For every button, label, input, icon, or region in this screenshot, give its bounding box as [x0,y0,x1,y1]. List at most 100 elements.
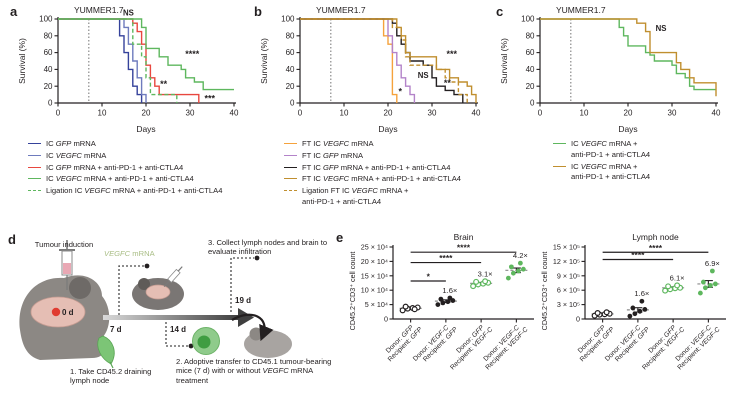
legend-label: IC VEGFC mRNA [46,150,107,160]
legend-line-swatch [284,166,297,168]
legend-label: IC GFP mRNA + anti-PD-1 + anti-CTLA4 [46,162,184,172]
svg-text:Days: Days [378,124,397,134]
experiment-diagram: Tumour induction VEGFC mRNA 0 d 7 d 14 d… [6,238,336,415]
svg-text:CD45.2⁺CD3⁺ cell count: CD45.2⁺CD3⁺ cell count [540,252,549,331]
legend-line-swatch [284,143,297,144]
legend-line-swatch [284,190,297,192]
svg-text:Days: Days [618,124,637,134]
svg-text:40: 40 [526,65,535,74]
svg-text:YUMMER1.7: YUMMER1.7 [556,5,606,15]
svg-text:CD45.2⁺CD3⁺ cell count: CD45.2⁺CD3⁺ cell count [348,252,357,331]
legend-line-swatch [28,166,41,168]
legend-panel-b: FT IC VEGFC mRNA FT IC GFP mRNA FT IC GFP … [284,139,514,209]
svg-text:40: 40 [230,109,239,118]
legend-line-swatch [553,143,566,144]
svg-text:****: **** [439,253,453,263]
timeline-arrow [103,308,254,327]
step-3-label: 3. Collect lymph nodes and brain to eval… [208,238,328,257]
legend-line-swatch [553,165,566,167]
svg-text:NS: NS [418,71,429,80]
legend-item: FT IC GFP mRNA [284,151,514,162]
legend-item: Ligation FT IC VEGFC mRNA + anti-PD-1 + a… [284,186,514,208]
small-syringe-icon [163,266,183,287]
legend-panel-c: IC VEGFC mRNA + anti-PD-1 + anti-CTLA4 IC … [553,139,723,184]
svg-text:6.9×: 6.9× [705,259,720,268]
day-14-label: 14 d [170,325,187,334]
day-7-label: 7 d [110,325,122,334]
svg-text:Lymph node: Lymph node [632,232,679,242]
svg-text:10: 10 [98,109,107,118]
svg-text:80: 80 [44,31,53,40]
svg-text:0: 0 [576,315,580,324]
legend-label: IC VEGFC mRNA + anti-PD-1 + anti-CTLA4 [46,174,194,184]
svg-text:100: 100 [39,15,53,24]
panel-b-letter: b [254,4,262,19]
connector-dot-19d [254,255,260,261]
legend-item: IC GFP mRNA [28,139,488,150]
legend-item: FT IC VEGFC mRNA + anti-PD-1 + anti-CTLA… [284,174,514,185]
svg-text:1.6×: 1.6× [634,289,649,298]
panel-a-letter: a [10,4,18,19]
syringe-icon [59,240,75,290]
svg-text:***: *** [447,49,458,59]
svg-text:20: 20 [384,109,393,118]
svg-text:5 × 10⁴: 5 × 10⁴ [365,300,388,309]
svg-text:40: 40 [712,109,721,118]
legend-label: Ligation IC VEGFC mRNA + anti-PD-1 + ant… [46,186,223,196]
svg-text:9 × 10⁵: 9 × 10⁵ [557,271,580,280]
svg-text:40: 40 [286,65,295,74]
legend-panel-a: IC GFP mRNA IC VEGFC mRNA IC GFP mRNA + an… [28,139,488,198]
svg-text:40: 40 [472,109,481,118]
legend-item: IC VEGFC mRNA + anti-PD-1 + anti-CTLA4 [553,139,723,161]
svg-text:****: **** [185,49,200,59]
survival-chart-c: YUMMER1.7 0 10 20 30 40 0 20 40 60 80 100 Days Surviv… [499,5,721,134]
svg-text:80: 80 [526,31,535,40]
day-0-label: 0 d [62,308,74,317]
svg-text:15 × 10⁴: 15 × 10⁴ [361,271,388,280]
legend-label: Ligation FT IC VEGFC mRNA + anti-PD-1 + a… [302,186,409,206]
legend-item: FT IC GFP mRNA + anti-PD-1 + anti-CTLA4 [284,163,514,174]
svg-text:3.1×: 3.1× [478,269,493,278]
timeline-connectors [118,257,254,347]
svg-text:10 × 10⁴: 10 × 10⁴ [361,286,388,295]
svg-text:YUMMER1.7: YUMMER1.7 [74,5,124,15]
svg-text:0: 0 [384,315,388,324]
survival-chart-b: YUMMER1.7 0 10 20 30 40 0 20 40 60 80 100 Days Surviv… [259,5,481,134]
svg-text:20: 20 [286,82,295,91]
svg-text:0: 0 [290,99,295,108]
svg-text:30: 30 [668,109,677,118]
svg-text:**: ** [160,79,168,89]
lymph-node-icon [97,335,115,369]
cell-icon [192,327,220,355]
svg-text:YUMMER1.7: YUMMER1.7 [316,5,366,15]
experiment-diagram-art [19,240,292,369]
svg-text:80: 80 [286,31,295,40]
legend-item: IC VEGFC mRNA + anti-PD-1 + anti-CTLA4 [553,162,723,184]
brain-dot-plot: Brain 0 5 × 10⁴ 10 × 10⁴ 15 × 10⁴ 20 × 10⁴ 25 … [348,232,534,371]
vegfc-mrna-label: VEGFC mRNA [104,249,155,258]
svg-text:NS: NS [656,24,667,33]
svg-text:NS: NS [123,9,134,18]
svg-text:0: 0 [56,109,61,118]
svg-text:20 × 10⁴: 20 × 10⁴ [361,257,388,266]
connector-dot-14d [188,343,194,349]
svg-text:20: 20 [44,82,53,91]
legend-label: IC GFP mRNA [46,139,96,148]
legend-item: Ligation IC VEGFC mRNA + anti-PD-1 + ant… [28,186,488,197]
recipient-mouse-icon [244,327,292,358]
legend-item: FT IC VEGFC mRNA [284,139,514,150]
svg-text:*: * [427,271,431,281]
legend-line-swatch [284,154,297,156]
svg-text:****: **** [649,243,663,253]
svg-text:60: 60 [286,48,295,57]
panel-e-letter: e [336,230,344,245]
svg-text:3 × 10⁵: 3 × 10⁵ [557,300,580,309]
legend-label: FT IC GFP mRNA + anti-PD-1 + anti-CTLA4 [302,162,451,172]
svg-text:0: 0 [538,109,543,118]
svg-text:6 × 10⁵: 6 × 10⁵ [557,286,580,295]
svg-text:Brain: Brain [454,232,474,242]
legend-line-swatch [28,143,41,144]
svg-text:40: 40 [44,65,53,74]
svg-text:10: 10 [340,109,349,118]
svg-text:100: 100 [281,15,295,24]
